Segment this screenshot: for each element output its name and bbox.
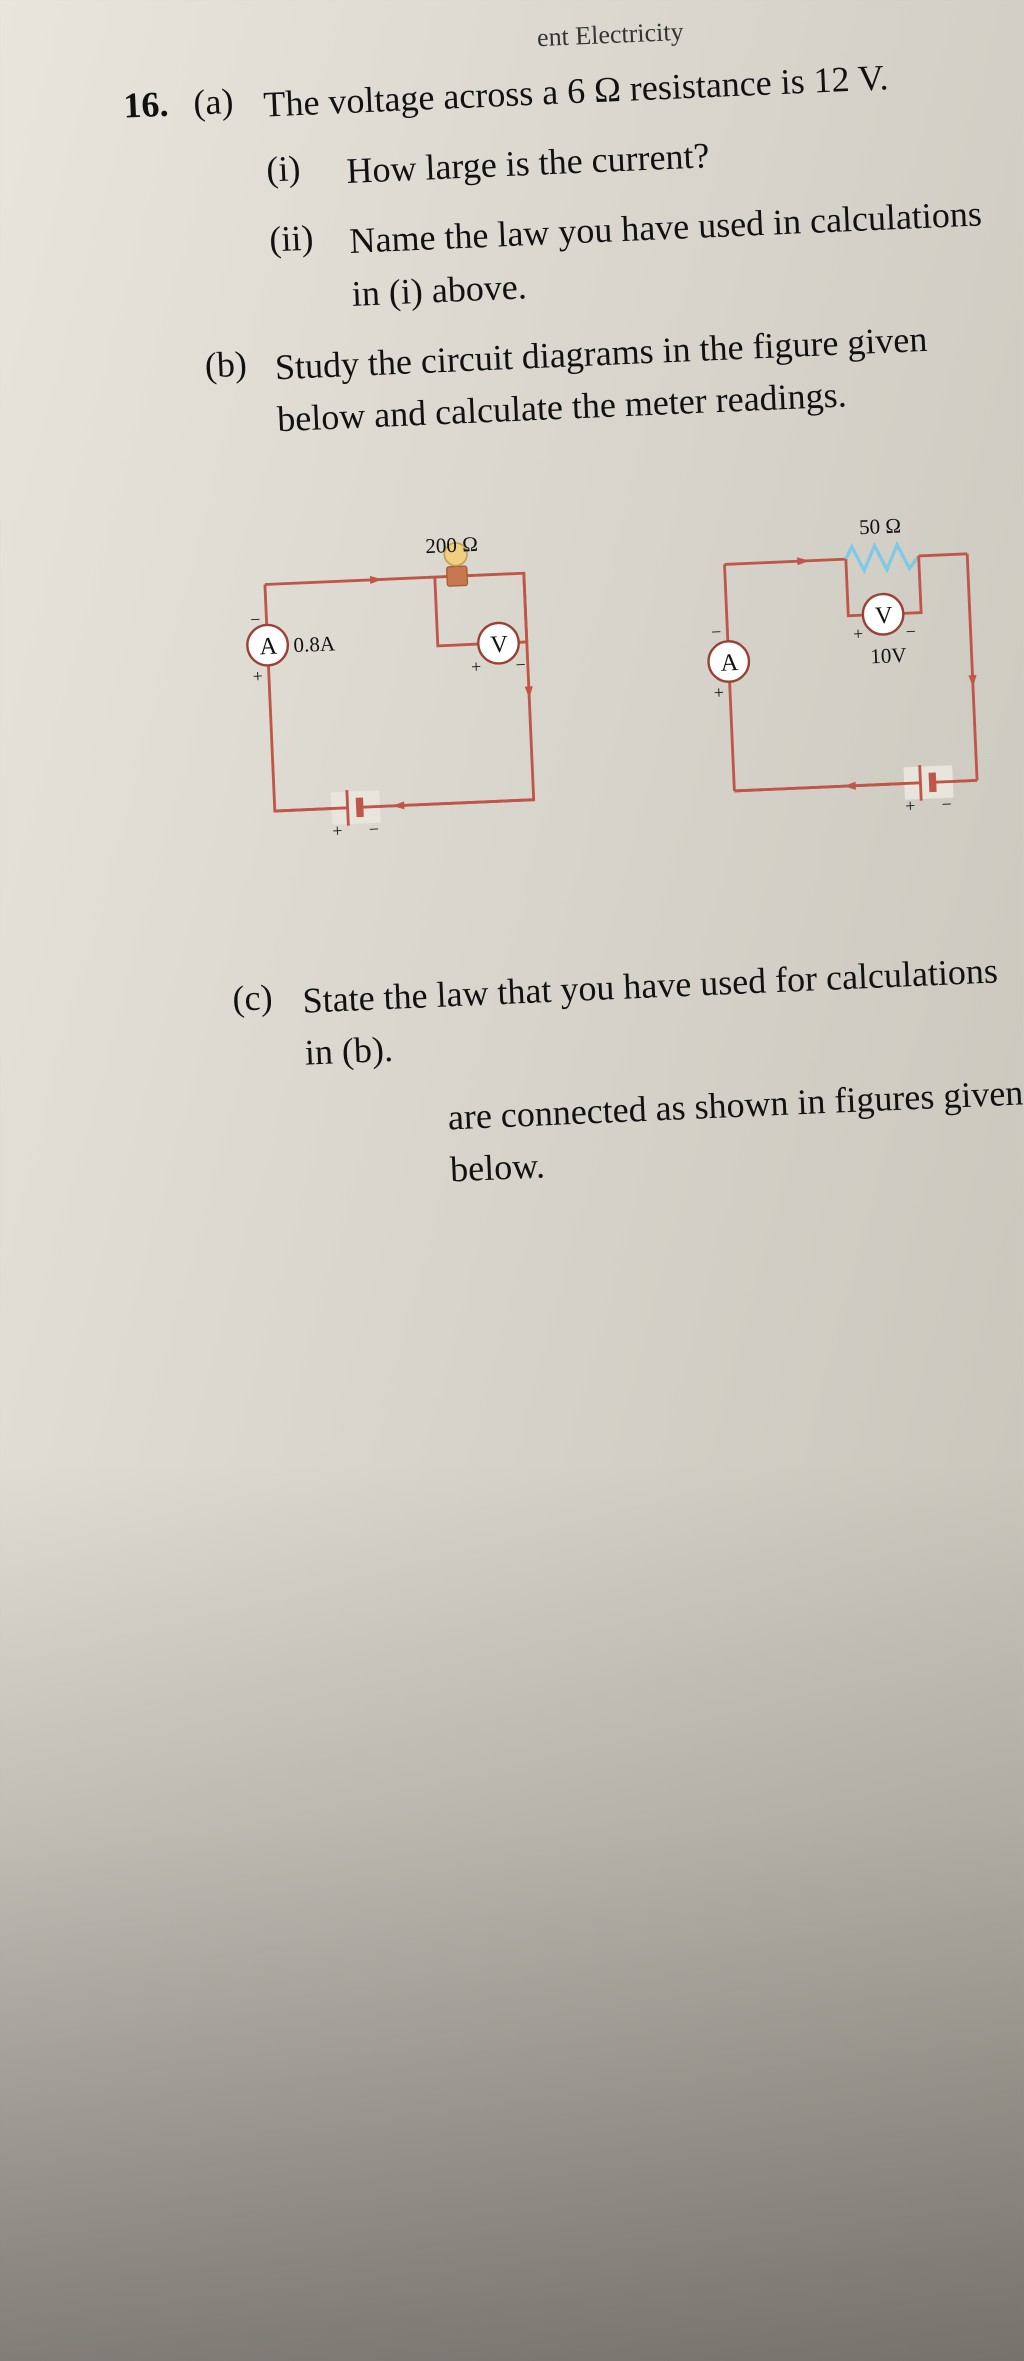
subpart-ii-label: (ii) <box>268 215 350 260</box>
part-a-label: (a) <box>192 79 264 124</box>
circuit-diagrams-row: 200 Ω A − + 0.8A V + − <box>221 464 1023 918</box>
page-shadow-overlay <box>0 1461 1024 2361</box>
voltmeter-letter-right: V <box>875 602 894 630</box>
ammeter-letter-right: A <box>720 649 739 677</box>
voltmeter-letter: V <box>490 631 509 659</box>
voltmeter-minus: − <box>515 655 526 675</box>
resistance-label-right: 50 Ω <box>859 514 902 540</box>
ammeter-plus: + <box>252 666 263 686</box>
battery-plus-left: + <box>332 821 343 841</box>
circuit-diagram-left: 200 Ω A − + 0.8A V + − <box>221 483 579 917</box>
question-16-c: (c) State the law that you have used for… <box>232 943 1024 1082</box>
ammeter-letter: A <box>259 633 278 661</box>
question-16-b: (b) Study the circuit diagrams in the fi… <box>204 310 1002 449</box>
subpart-i-text: How large is the current? <box>345 129 710 197</box>
resistance-label-left: 200 Ω <box>425 532 478 558</box>
battery-minus-left: − <box>368 819 379 839</box>
battery-minus-right: − <box>941 794 952 814</box>
ammeter-plus-right: + <box>714 682 725 702</box>
voltmeter-reading: 10V <box>870 643 907 669</box>
circuit-diagram-right: 50 Ω A − + V + − 10V + <box>680 464 1022 898</box>
page-content: 16. (a) The voltage across a 6 Ω resista… <box>0 0 1024 1271</box>
ammeter-reading: 0.8A <box>293 631 336 657</box>
ammeter-minus-right: − <box>711 622 722 642</box>
part-a-text: The voltage across a 6 Ω resistance is 1… <box>262 51 889 130</box>
voltmeter-plus: + <box>471 656 482 676</box>
subpart-i-label: (i) <box>265 145 347 190</box>
voltmeter-minus-right: − <box>905 621 916 641</box>
part-b-text: Study the circuit diagrams in the figure… <box>274 310 1002 446</box>
battery-plus-right: + <box>905 796 916 816</box>
voltmeter-plus-right: + <box>853 624 864 644</box>
ammeter-minus: − <box>250 609 261 629</box>
subpart-ii-text: Name the law you have used in calculatio… <box>348 187 996 319</box>
footer-fragment-text: are connected as shown in figures given … <box>447 1066 1024 1196</box>
part-c-label: (c) <box>232 975 304 1020</box>
footer-fragment: are connected as shown in figures given … <box>447 1066 1024 1196</box>
bulb-icon <box>447 566 468 586</box>
question-16-a-ii: (ii) Name the law you have used in calcu… <box>268 187 996 323</box>
resistor-icon <box>845 544 919 571</box>
part-c-text: State the law that you have used for cal… <box>302 943 1024 1079</box>
part-b-label: (b) <box>204 341 276 386</box>
question-16-a-i: (i) How large is the current? <box>265 117 991 201</box>
question-number: 16. <box>123 82 195 127</box>
